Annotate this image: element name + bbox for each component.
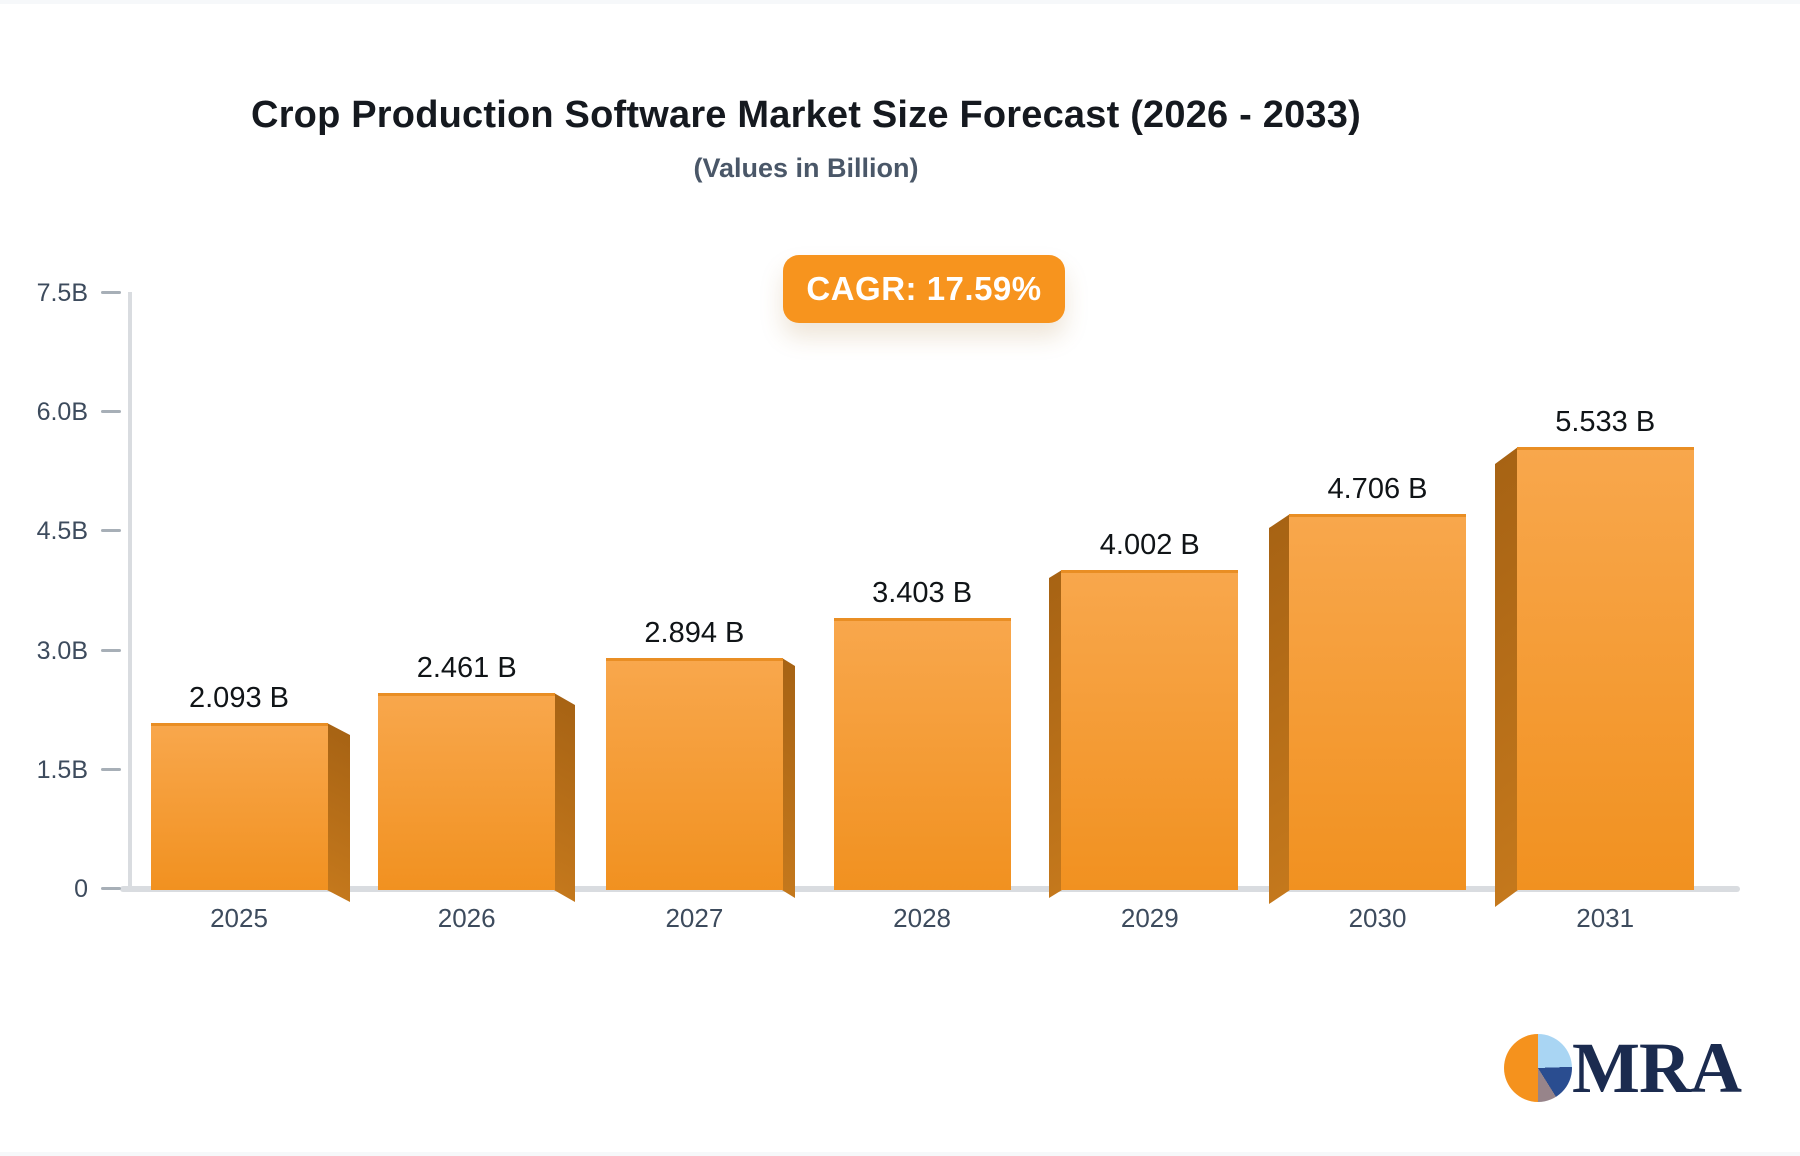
x-axis-label: 2026 (437, 903, 496, 933)
y-axis-tick-mark (101, 410, 121, 413)
x-axis-label: 2031 (1576, 903, 1635, 933)
bar-side-face (1269, 513, 1290, 904)
x-axis-label: 2030 (1348, 903, 1407, 933)
pie-chart-logo-icon (1504, 1034, 1572, 1102)
bar-side-face (781, 658, 795, 898)
bar-side-face (1494, 447, 1518, 907)
bar-value-label: 4.002 B (1099, 528, 1200, 561)
bar-side-face (554, 693, 576, 902)
bar[interactable] (378, 693, 556, 890)
logo-text: MRA (1572, 1028, 1742, 1108)
bar[interactable] (605, 658, 783, 890)
y-axis-tick-label: 4.5B (36, 517, 88, 546)
mra-logo: MRA (1504, 1028, 1742, 1108)
bar-value-label: 2.461 B (416, 652, 517, 685)
x-axis-label: 2025 (210, 903, 268, 933)
page-title: Crop Production Software Market Size For… (251, 94, 1361, 136)
bar[interactable] (150, 722, 328, 890)
y-axis-tick-mark (101, 767, 121, 771)
y-axis-tick-label: 7.5B (36, 278, 88, 307)
x-axis-label: 2029 (1120, 903, 1179, 933)
chart-subtitle: (Values in Billion) (693, 153, 919, 183)
bar-value-label: 3.403 B (872, 576, 973, 609)
bar-value-label: 2.894 B (644, 617, 745, 650)
y-axis-tick-mark (101, 887, 121, 890)
bar[interactable] (1061, 569, 1239, 890)
y-axis-tick-mark (101, 529, 121, 533)
y-axis-line (128, 292, 132, 890)
bar-side-face (326, 722, 350, 902)
x-axis-label: 2028 (893, 903, 952, 933)
bar[interactable] (833, 617, 1011, 890)
cagr-badge: CAGR: 17.59% (783, 255, 1065, 323)
y-axis-tick-label: 0 (74, 875, 88, 903)
cagr-badge-label: CAGR: 17.59% (806, 270, 1042, 307)
bar-value-label: 5.533 B (1555, 406, 1656, 439)
y-axis-tick-label: 6.0B (36, 398, 88, 426)
x-axis-label: 2027 (665, 903, 724, 933)
y-axis-tick-label: 3.0B (36, 636, 88, 665)
chart-header: Crop Production Software Market Size For… (0, 94, 1612, 184)
bar[interactable] (1516, 447, 1694, 890)
bar-value-label: 2.093 B (189, 681, 289, 714)
y-axis-tick-mark (101, 648, 121, 652)
bar-value-label: 4.706 B (1327, 472, 1428, 505)
y-axis-tick-mark (101, 290, 121, 294)
y-axis-tick-label: 1.5B (36, 755, 88, 784)
bar[interactable] (1289, 513, 1466, 890)
